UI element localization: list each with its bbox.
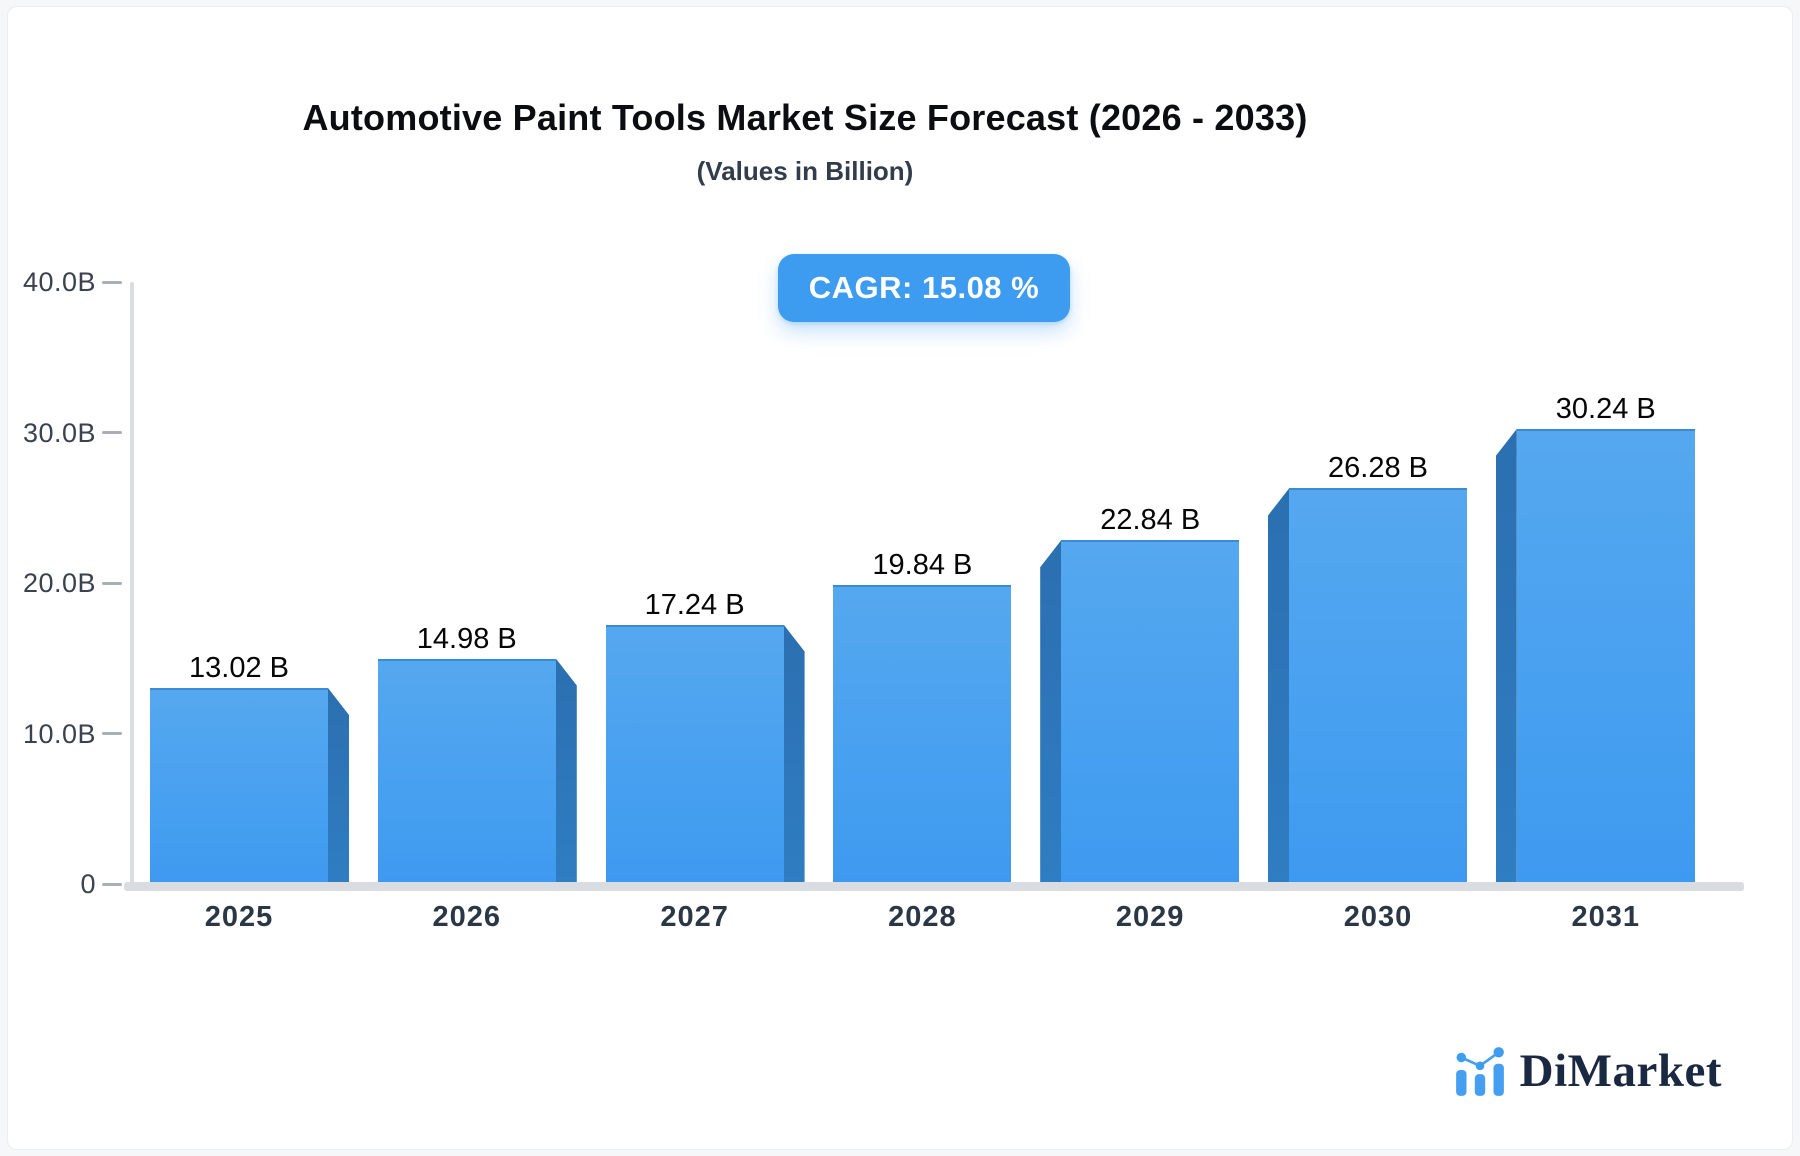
x-axis-label-2028: 2028: [888, 901, 957, 933]
dimarket-logo: DiMarket: [1453, 1044, 1722, 1098]
bar-side-face-2030: [1268, 488, 1289, 884]
y-tick-dash: [102, 581, 122, 585]
bar-value-label-2025: 13.02 B: [189, 652, 289, 685]
bar-side-face-2027: [783, 624, 805, 884]
logo-wordmark: DiMarket: [1519, 1045, 1722, 1097]
y-tick-label: 40.0B: [22, 267, 96, 297]
y-tick-dash: [102, 431, 122, 434]
bar-2027: [605, 624, 784, 884]
bar-side-face-2026: [555, 658, 577, 884]
y-axis-line: [130, 282, 134, 884]
y-tick-label: 30.0B: [22, 417, 96, 448]
x-axis-label-2030: 2030: [1343, 901, 1413, 933]
bar-value-label-2028: 19.84 B: [872, 549, 973, 582]
x-axis-label-2031: 2031: [1571, 901, 1641, 933]
bar-2030: [1289, 488, 1467, 884]
bar-value-label-2027: 17.24 B: [644, 588, 745, 621]
y-tick-label: 20.0B: [22, 568, 96, 598]
bar-2025: [150, 688, 328, 884]
cagr-badge-label: CAGR: 15.08 %: [808, 270, 1040, 305]
bar-value-label-2030: 26.28 B: [1328, 452, 1428, 485]
bar-side-face-2025: [328, 688, 349, 884]
chart-subtitle: (Values in Billion): [696, 156, 914, 186]
x-axis-label-2029: 2029: [1115, 901, 1185, 933]
bar-2028: [833, 585, 1012, 884]
x-axis-label-2027: 2027: [660, 901, 729, 933]
bar-value-label-2029: 22.84 B: [1100, 504, 1201, 537]
y-tick-label: 10.0B: [22, 718, 96, 749]
x-axis-label-2025: 2025: [204, 901, 274, 933]
bar-value-label-2031: 30.24 B: [1555, 392, 1656, 425]
chart-card: [7, 6, 1793, 1150]
x-axis-label-2026: 2026: [432, 901, 502, 933]
bar-side-face-2029: [1040, 540, 1062, 884]
x-axis-baseline: [124, 882, 1744, 891]
dimarket-bar-chart-logo-icon: [1455, 1047, 1504, 1096]
y-tick-label: 0: [80, 869, 96, 899]
chart-title: Automotive Paint Tools Market Size Forec…: [302, 97, 1308, 138]
cagr-badge: CAGR: 15.08 %: [778, 254, 1070, 322]
bar-2029: [1061, 540, 1240, 884]
y-tick-dash: [102, 280, 122, 284]
bar-2031: [1516, 428, 1695, 884]
y-tick-dash: [102, 882, 122, 886]
bar-value-label-2026: 14.98 B: [416, 622, 517, 655]
y-tick-dash: [102, 732, 122, 735]
bar-2026: [377, 658, 556, 884]
bar-side-face-2031: [1495, 428, 1517, 884]
